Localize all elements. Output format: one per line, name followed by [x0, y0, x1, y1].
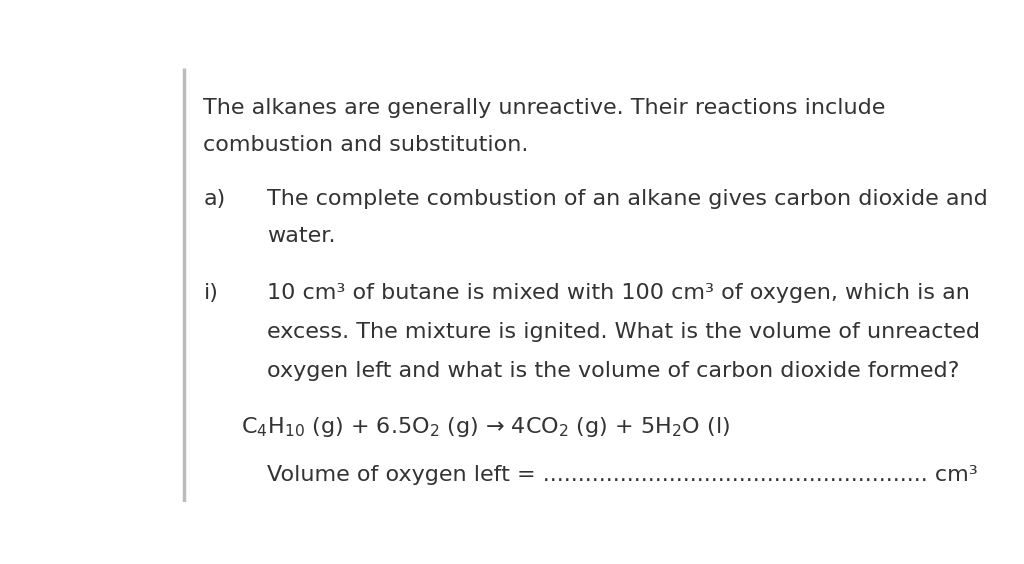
- Text: Volume of oxygen left = ....................................................... : Volume of oxygen left = ................…: [267, 465, 978, 485]
- Text: a): a): [204, 190, 225, 209]
- Text: water.: water.: [267, 226, 336, 246]
- Text: The alkanes are generally unreactive. Their reactions include: The alkanes are generally unreactive. Th…: [204, 98, 886, 118]
- Text: excess. The mixture is ignited. What is the volume of unreacted: excess. The mixture is ignited. What is …: [267, 321, 980, 342]
- Text: i): i): [204, 283, 218, 303]
- Text: $\mathregular{C_4H_{10}}$ (g) + 6.5$\mathregular{O_2}$ (g) → 4$\mathregular{CO_2: $\mathregular{C_4H_{10}}$ (g) + 6.5$\mat…: [241, 415, 730, 439]
- Text: 10 cm³ of butane is mixed with 100 cm³ of oxygen, which is an: 10 cm³ of butane is mixed with 100 cm³ o…: [267, 283, 970, 303]
- Text: oxygen left and what is the volume of carbon dioxide formed?: oxygen left and what is the volume of ca…: [267, 361, 959, 381]
- Text: The complete combustion of an alkane gives carbon dioxide and: The complete combustion of an alkane giv…: [267, 190, 987, 209]
- Text: combustion and substitution.: combustion and substitution.: [204, 135, 528, 155]
